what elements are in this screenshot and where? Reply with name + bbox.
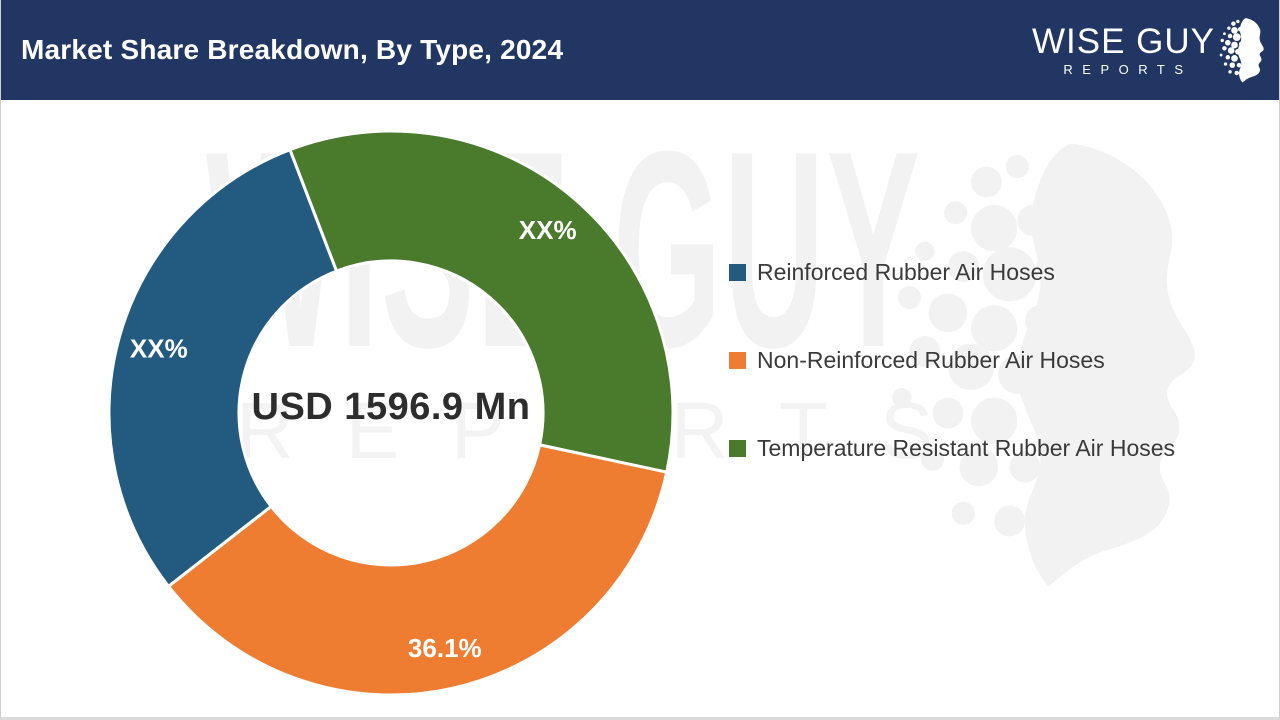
logo-subtitle: REPORTS [1063,62,1193,77]
logo-face-icon [1211,8,1267,92]
legend-label: Non-Reinforced Rubber Air Hoses [757,346,1105,373]
donut-slice[interactable] [167,443,669,697]
legend-swatch [729,439,746,457]
logo-wordmark: WISE GUY [1031,22,1215,61]
legend-item[interactable]: Non-Reinforced Rubber Air Hoses [729,344,1175,376]
donut-center-value: USD 1596.9 Mn [251,386,531,428]
slice-label: 36.1% [408,633,482,663]
legend: Reinforced Rubber Air Hoses Non-Reinforce… [729,256,1175,464]
legend-label: Reinforced Rubber Air Hoses [757,258,1055,285]
legend-label: Temperature Resistant Rubber Air Hoses [757,434,1176,461]
slice-label: XX% [130,333,188,363]
legend-item[interactable]: Temperature Resistant Rubber Air Hoses [729,432,1175,464]
header-bar: Market Share Breakdown, By Type, 2024 WI… [1,0,1279,100]
legend-swatch [729,263,746,281]
page-title: Market Share Breakdown, By Type, 2024 [21,34,564,65]
donut-slice[interactable] [107,148,338,588]
slice-label: XX% [519,215,577,245]
wise-guy-logo: WISE GUY REPORTS [1032,8,1267,92]
legend-item[interactable]: Reinforced Rubber Air Hoses [729,256,1175,288]
legend-swatch [729,351,746,369]
donut-chart: XX% 36.1% XX% [107,129,675,697]
donut-slice[interactable] [288,129,675,474]
